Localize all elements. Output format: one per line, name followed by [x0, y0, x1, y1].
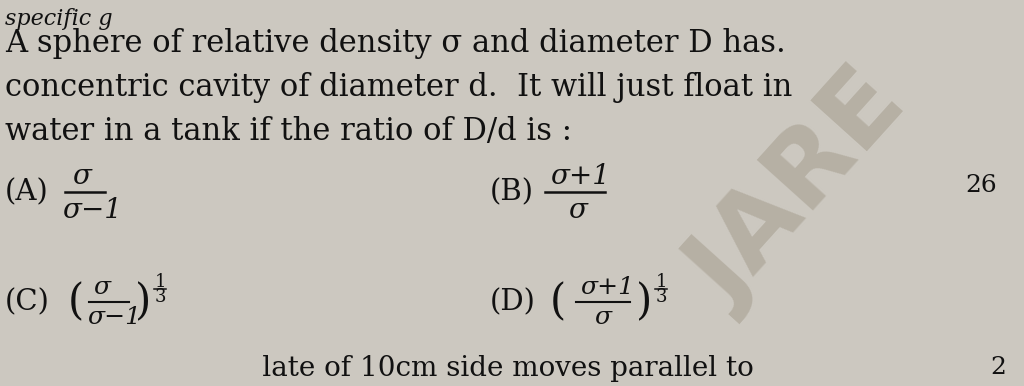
Text: ): ) [636, 281, 652, 323]
Text: σ−1: σ−1 [62, 196, 122, 223]
Text: σ: σ [93, 276, 111, 300]
Text: (B): (B) [490, 178, 534, 206]
Text: 3: 3 [656, 288, 668, 306]
Text: (A): (A) [5, 178, 49, 206]
Text: σ: σ [568, 196, 587, 223]
Text: A sphere of relative density σ and diameter D has.: A sphere of relative density σ and diame… [5, 28, 785, 59]
Text: (: ( [550, 281, 566, 323]
Text: (D): (D) [490, 288, 536, 316]
Text: 2: 2 [990, 357, 1006, 379]
Text: concentric cavity of diameter d.  It will just float in: concentric cavity of diameter d. It will… [5, 72, 793, 103]
Text: σ: σ [72, 163, 91, 190]
Text: 1: 1 [656, 273, 668, 291]
Text: ): ) [135, 281, 152, 323]
Text: σ: σ [594, 306, 611, 330]
Text: (: ( [68, 281, 84, 323]
Text: 3: 3 [155, 288, 167, 306]
Text: specific g: specific g [5, 8, 113, 30]
Text: σ+1: σ+1 [580, 276, 634, 300]
Text: σ−1: σ−1 [87, 306, 141, 330]
Text: late of 10cm side moves parallel to: late of 10cm side moves parallel to [5, 354, 754, 381]
Text: σ+1: σ+1 [550, 163, 610, 190]
Text: 1: 1 [155, 273, 167, 291]
Text: (C): (C) [5, 288, 50, 316]
Text: 26: 26 [965, 173, 996, 196]
Text: water in a tank if the ratio of D/d is :: water in a tank if the ratio of D/d is : [5, 116, 572, 147]
Text: JARE: JARE [672, 56, 928, 324]
